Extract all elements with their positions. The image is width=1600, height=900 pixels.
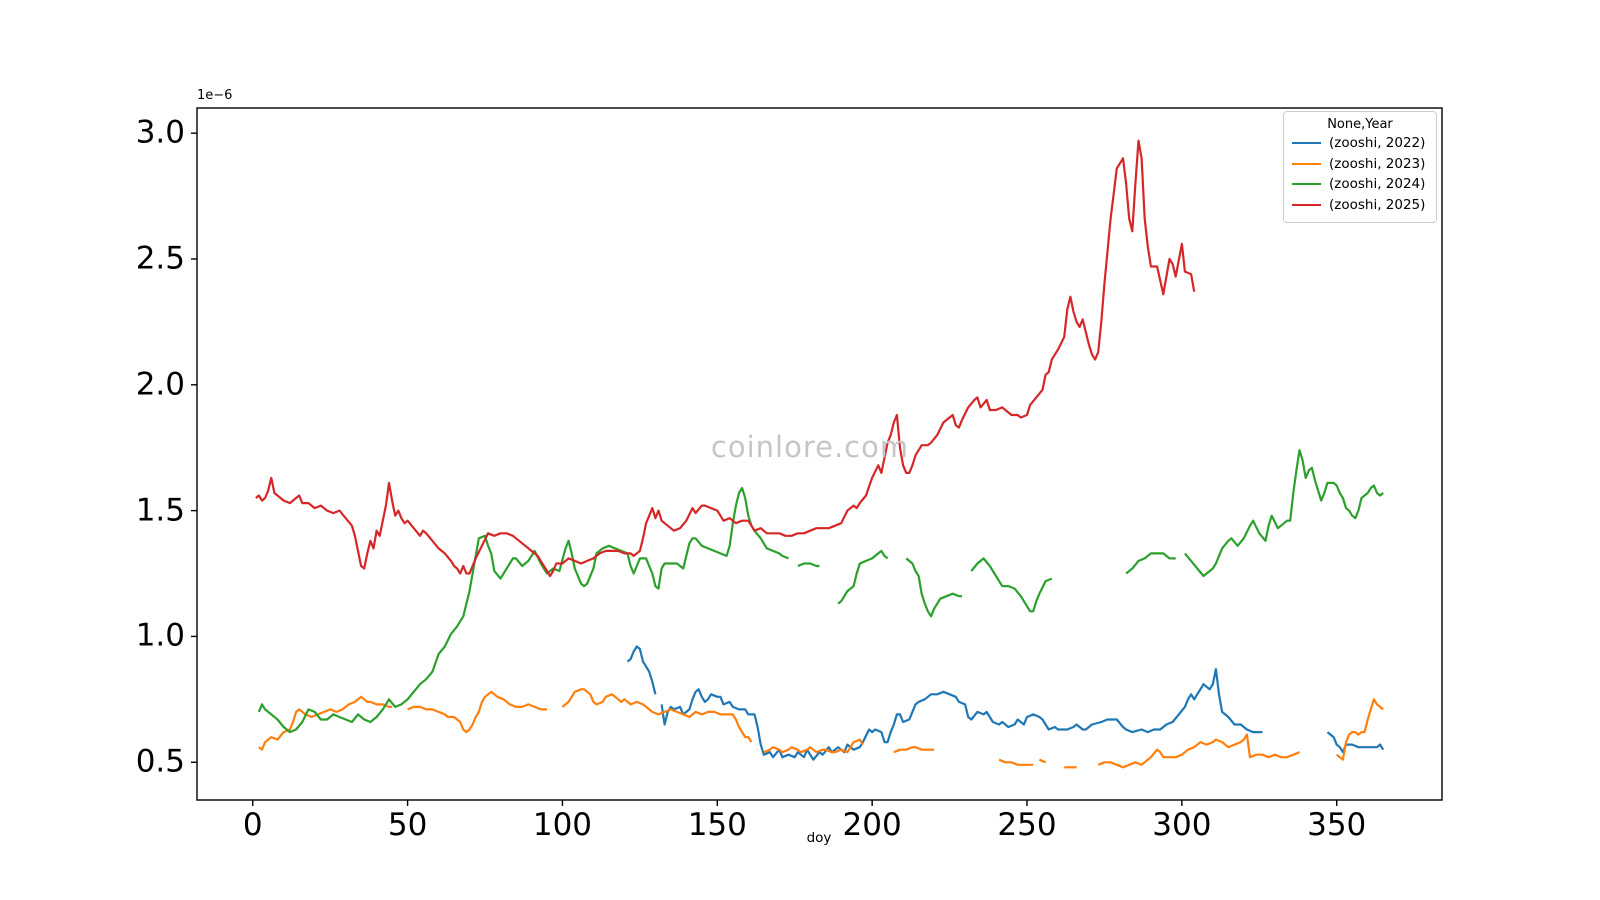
series-line--zooshi--2024-	[797, 562, 820, 568]
series-line--zooshi--2023-	[561, 688, 753, 743]
y-tick-label: 0.5	[135, 743, 185, 780]
legend-entry-label: (zooshi, 2023)	[1329, 155, 1426, 172]
legend-line-swatch-icon	[1292, 203, 1321, 206]
series-line--zooshi--2024-	[1125, 552, 1176, 575]
legend-line-swatch-icon	[1292, 162, 1321, 165]
series-line--zooshi--2023-	[1097, 733, 1300, 769]
legend-entry: (zooshi, 2022)	[1290, 133, 1430, 154]
x-axis-label: doy	[806, 830, 832, 846]
plot-frame	[196, 107, 1443, 801]
legend-entry: (zooshi, 2023)	[1290, 154, 1430, 175]
watermark-text: coinlore.com	[710, 430, 910, 464]
y-tick-label: 3.0	[135, 114, 185, 151]
series-line--zooshi--2024-	[905, 557, 962, 618]
series-line--zooshi--2023-	[998, 758, 1034, 766]
x-tick-label: 0	[242, 807, 263, 843]
legend-box: None,Year (zooshi, 2022) (zooshi, 2023) (z…	[1283, 111, 1437, 223]
x-tick-label: 50	[387, 807, 428, 843]
series-group	[255, 139, 1385, 769]
series-line--zooshi--2023-	[893, 746, 935, 754]
legend-line-swatch-icon	[1292, 183, 1321, 186]
x-tick-label: 100	[532, 807, 593, 843]
x-tick-label: 200	[842, 807, 902, 843]
y-tick-label: 2.5	[135, 240, 185, 277]
series-line--zooshi--2023-	[763, 738, 864, 754]
series-line--zooshi--2024-	[837, 549, 889, 605]
series-line--zooshi--2022-	[1326, 731, 1385, 754]
legend-entries: (zooshi, 2022) (zooshi, 2023) (zooshi, 202…	[1290, 133, 1430, 215]
legend-entry: (zooshi, 2024)	[1290, 174, 1430, 195]
legend-entry-label: (zooshi, 2025)	[1329, 196, 1426, 213]
series-line--zooshi--2024-	[1184, 449, 1384, 578]
x-tick-label: 250	[997, 807, 1057, 843]
x-tick-label: 150	[687, 807, 747, 843]
y-tick-label: 1.0	[135, 617, 185, 654]
legend-entry-label: (zooshi, 2022)	[1329, 135, 1426, 152]
series-line--zooshi--2025-	[255, 139, 1196, 578]
series-line--zooshi--2022-	[626, 645, 657, 695]
series-line--zooshi--2024-	[257, 486, 789, 734]
series-line--zooshi--2023-	[258, 695, 393, 751]
series-line--zooshi--2022-	[660, 667, 1263, 761]
y-axis-offset-label: 1e−6	[197, 88, 233, 103]
axis-ticks	[191, 132, 1338, 806]
series-line--zooshi--2023-	[1038, 758, 1047, 764]
legend-line-swatch-icon	[1292, 142, 1321, 145]
series-line--zooshi--2023-	[1336, 698, 1384, 761]
legend-title: None,Year	[1327, 117, 1393, 132]
x-tick-label: 300	[1152, 807, 1212, 843]
series-line--zooshi--2024-	[970, 557, 1053, 613]
legend-entry-label: (zooshi, 2024)	[1329, 176, 1426, 193]
y-tick-label: 1.5	[135, 492, 185, 529]
series-line--zooshi--2023-	[407, 690, 547, 734]
y-tick-label: 2.0	[135, 366, 185, 403]
legend-entry: (zooshi, 2025)	[1290, 195, 1430, 216]
x-tick-label: 350	[1307, 807, 1367, 843]
